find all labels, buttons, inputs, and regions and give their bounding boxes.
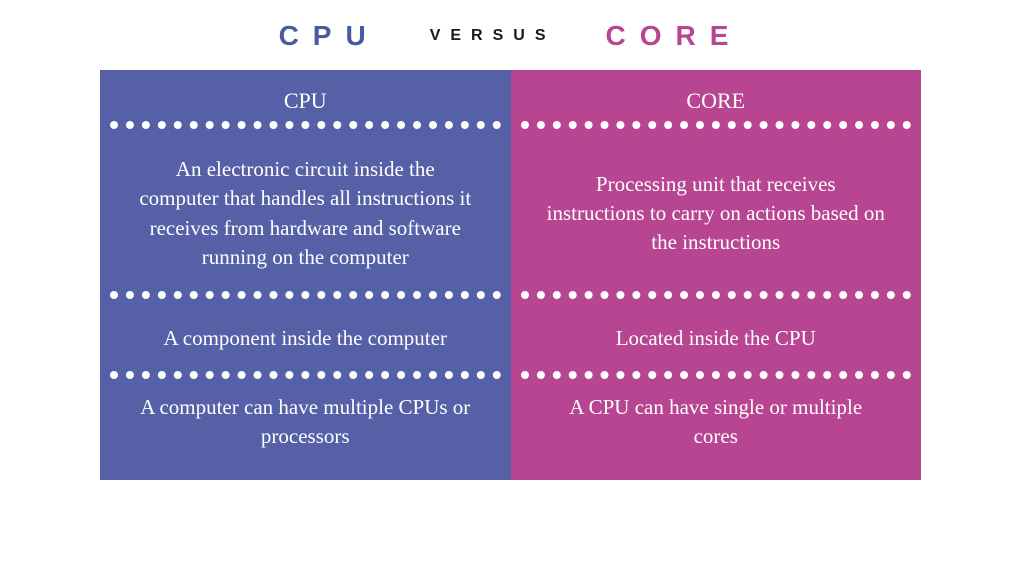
- column-right-row-0-text: Processing unit that receives instructio…: [546, 170, 886, 258]
- title-left: CPU: [279, 20, 380, 52]
- title-versus: VERSUS: [430, 27, 556, 45]
- column-right-row-1: Located inside the CPU: [511, 299, 922, 379]
- column-right-row-2-text: A CPU can have single or multiple cores: [546, 393, 886, 452]
- title-right: CORE: [606, 20, 743, 52]
- title-row: CPU VERSUS CORE: [100, 20, 921, 52]
- column-left-header: CPU: [100, 70, 511, 129]
- column-left: CPU An electronic circuit inside the com…: [100, 70, 511, 480]
- attribution-text: Visit www.PEDIAA.com: [759, 527, 891, 543]
- column-right-row-1-text: Located inside the CPU: [616, 324, 816, 353]
- comparison-infographic: CPU VERSUS CORE CPU An electronic circui…: [0, 0, 1021, 490]
- column-right-row-2: A CPU can have single or multiple cores: [511, 379, 922, 480]
- column-right: CORE Processing unit that receives instr…: [511, 70, 922, 480]
- column-left-row-1: A component inside the computer: [100, 299, 511, 379]
- column-left-row-2: A computer can have multiple CPUs or pro…: [100, 379, 511, 480]
- column-right-row-0: Processing unit that receives instructio…: [511, 129, 922, 299]
- column-left-row-0-text: An electronic circuit inside the compute…: [135, 155, 475, 273]
- comparison-table: CPU An electronic circuit inside the com…: [100, 70, 921, 480]
- column-left-row-2-text: A computer can have multiple CPUs or pro…: [135, 393, 475, 452]
- column-left-row-1-text: A component inside the computer: [164, 324, 447, 353]
- column-left-row-0: An electronic circuit inside the compute…: [100, 129, 511, 299]
- column-right-header: CORE: [511, 70, 922, 129]
